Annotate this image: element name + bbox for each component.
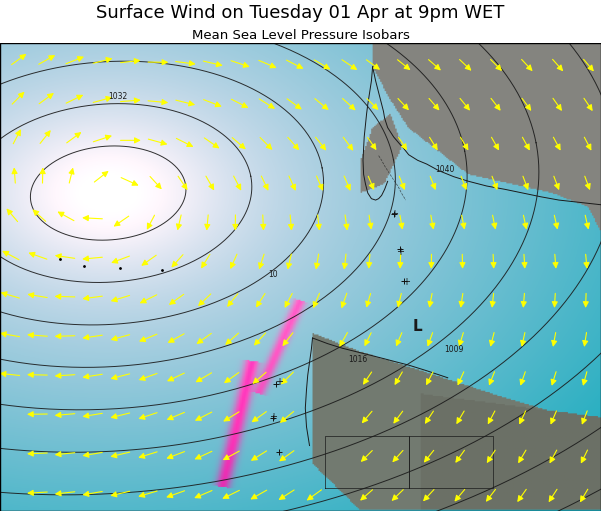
Text: 1040: 1040 [435, 165, 454, 174]
Text: 1016: 1016 [348, 355, 367, 363]
Text: 1032: 1032 [108, 92, 127, 101]
Text: L: L [413, 319, 423, 334]
Text: +: + [389, 209, 398, 219]
Text: +: + [269, 412, 278, 423]
Text: +: + [401, 277, 410, 287]
Text: Surface Wind on Tuesday 01 Apr at 9pm WET: Surface Wind on Tuesday 01 Apr at 9pm WE… [96, 4, 505, 22]
Text: Mean Sea Level Pressure Isobars: Mean Sea Level Pressure Isobars [192, 29, 409, 42]
Text: +: + [275, 378, 284, 387]
Text: +: + [395, 246, 404, 257]
Text: 10: 10 [269, 270, 278, 280]
Text: 1009: 1009 [444, 345, 463, 354]
